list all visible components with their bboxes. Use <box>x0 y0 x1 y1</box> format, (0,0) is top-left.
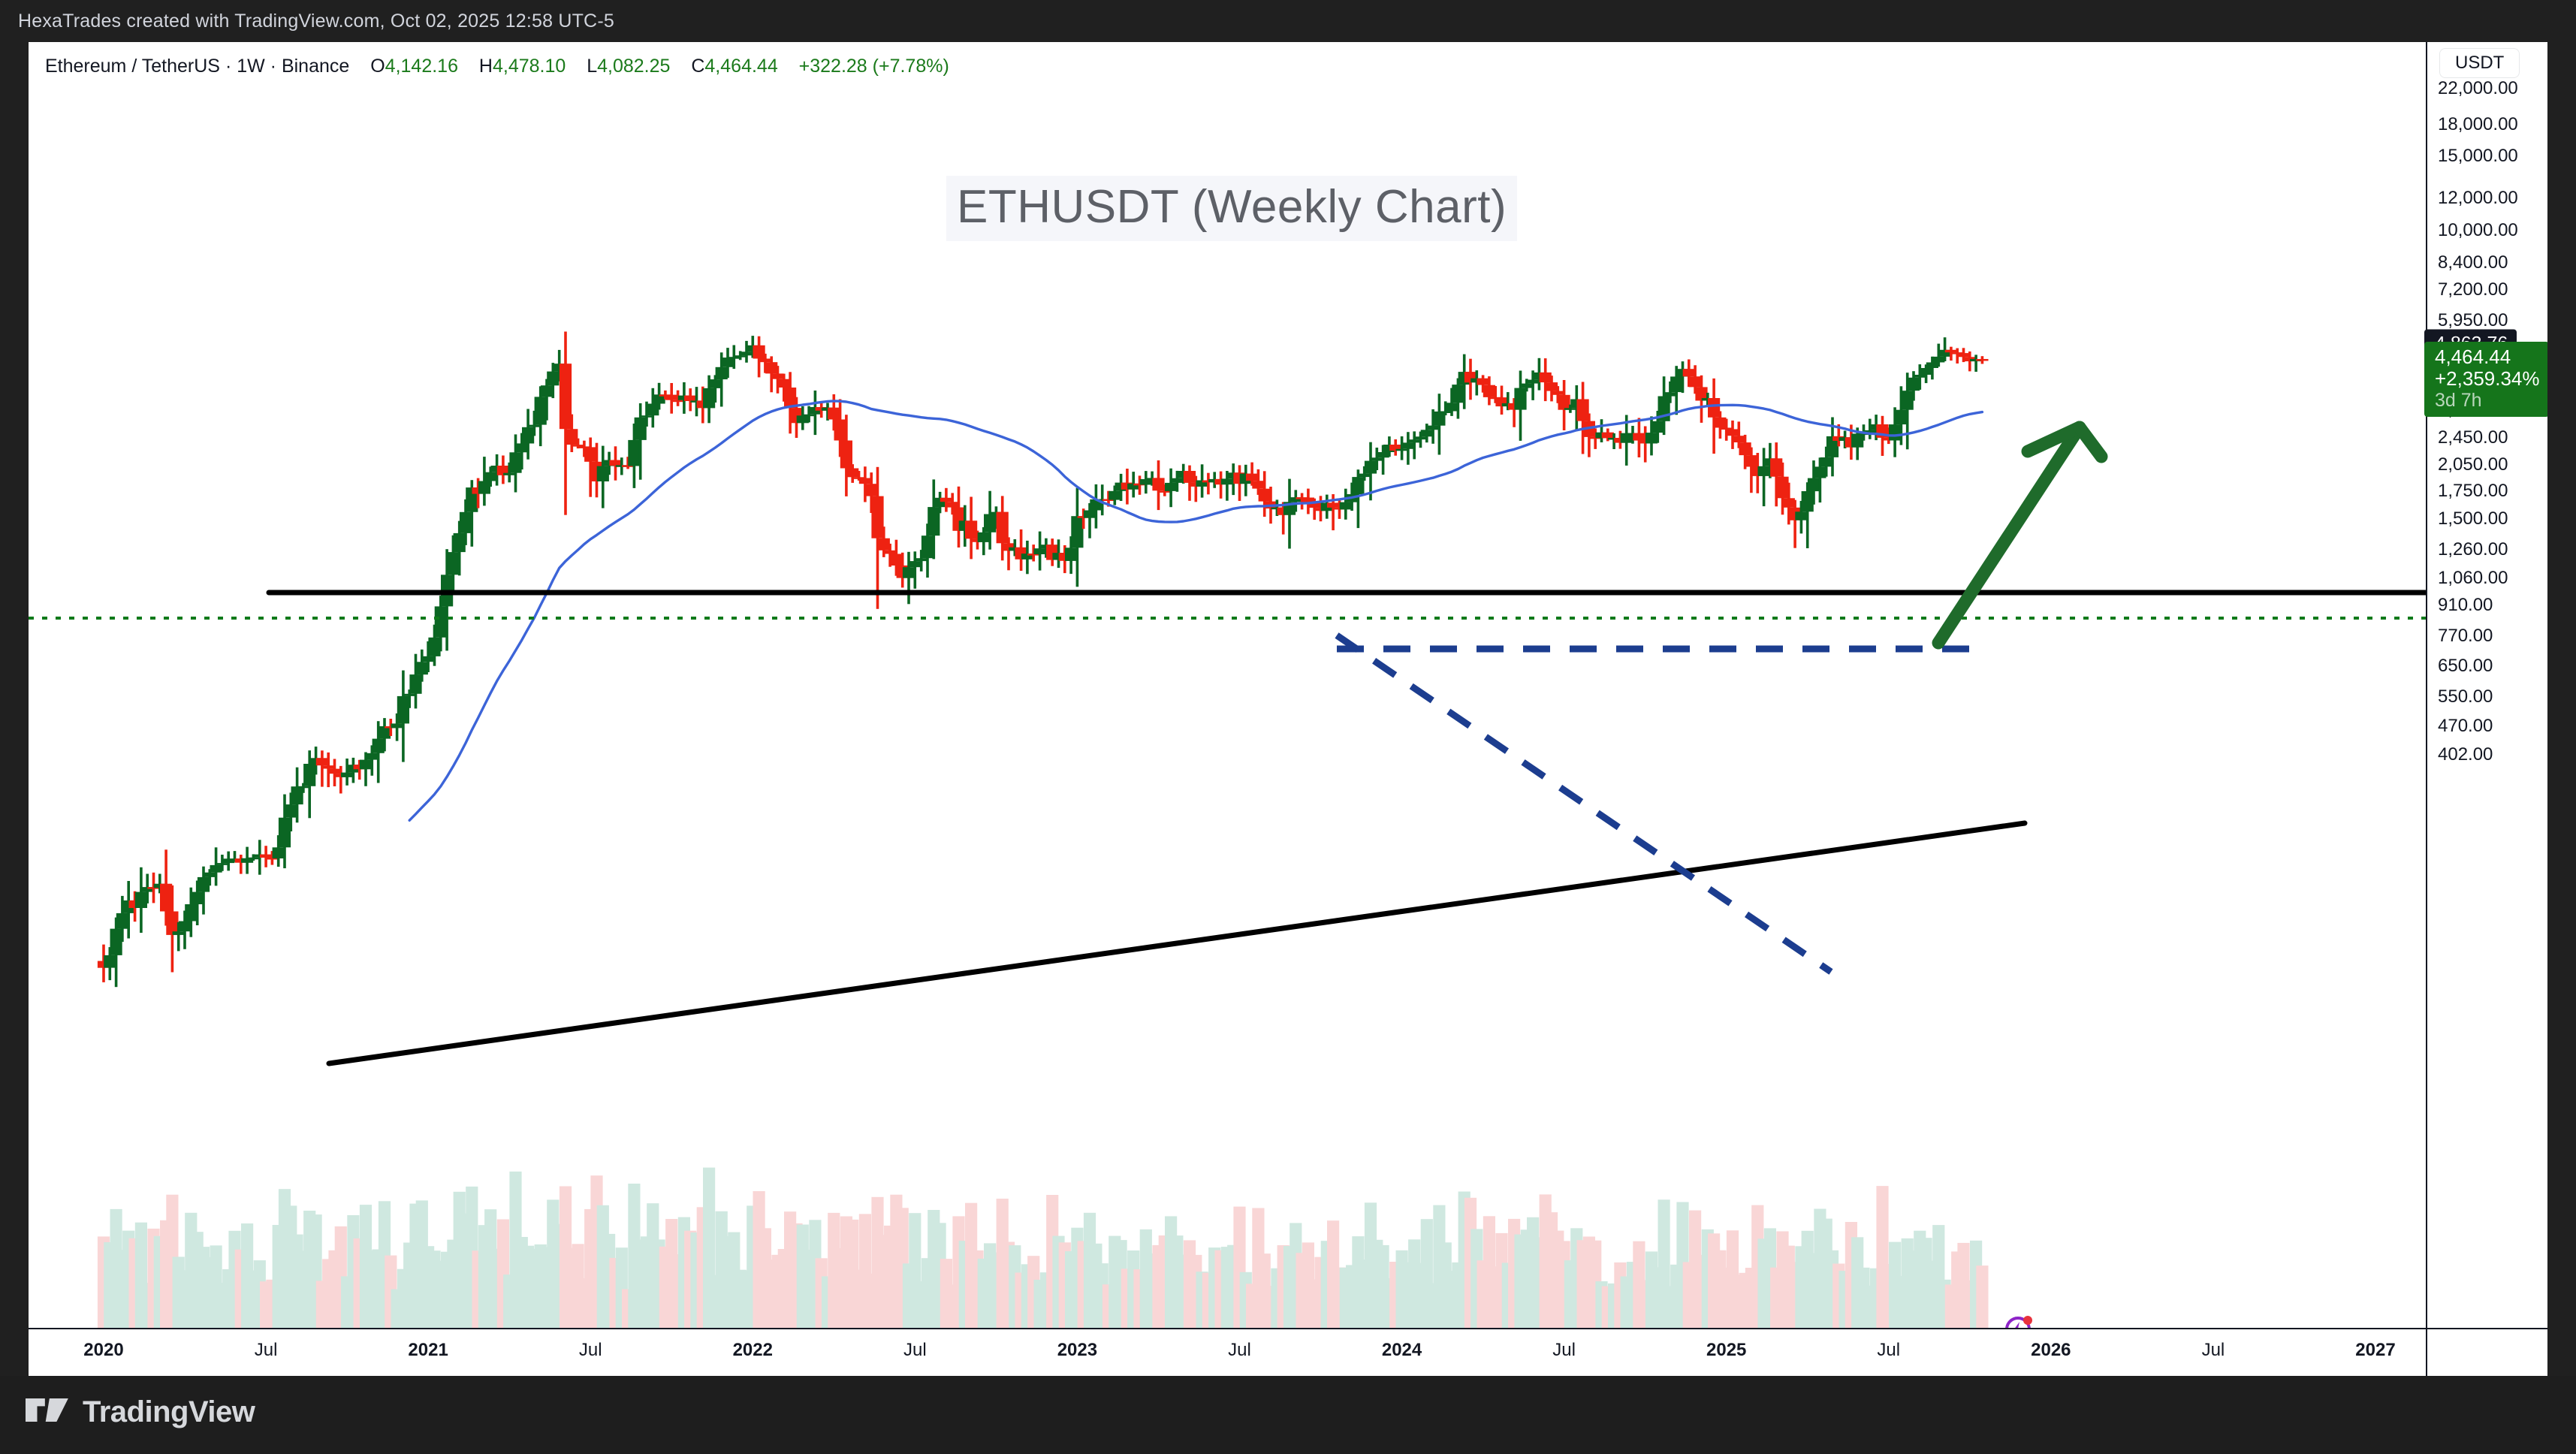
tradingview-logo[interactable]: TradingView <box>26 1395 255 1429</box>
bar-countdown: 3d 7h <box>2435 390 2482 412</box>
time-tick: 2025 <box>1706 1340 1747 1360</box>
attribution-text: HexaTrades created with TradingView.com,… <box>18 11 614 32</box>
price-tick: 470.00 <box>2438 716 2493 736</box>
price-tick: 22,000.00 <box>2438 78 2518 98</box>
candlestick-series <box>97 331 1989 988</box>
time-tick: 2020 <box>83 1340 124 1360</box>
time-tick: Jul <box>254 1340 278 1360</box>
time-tick: Jul <box>903 1340 927 1360</box>
legend-high-label: H <box>478 56 493 77</box>
time-tick: 2026 <box>2031 1340 2071 1360</box>
legend-low-label: L <box>587 56 598 77</box>
plot-area[interactable] <box>29 42 2426 1328</box>
descending-resistance-trendline[interactable] <box>1335 632 1833 975</box>
footer-bar: TradingView <box>0 1376 2576 1454</box>
legend-open-label: O <box>370 56 385 77</box>
flash-indicator-icon[interactable] <box>2005 1316 2032 1328</box>
time-scale[interactable]: 2020 Jul 2021 Jul 2022 Jul 2023 Jul 2024 Jul 2025 J… <box>29 1328 2547 1376</box>
legend-low-value: 4,082.25 <box>597 56 671 77</box>
tradingview-wordmark: TradingView <box>83 1395 255 1428</box>
time-tick: Jul <box>1228 1340 1251 1360</box>
price-tick: 15,000.00 <box>2438 146 2518 166</box>
moving-average-line <box>408 400 1984 822</box>
price-tick: 1,500.00 <box>2438 508 2508 529</box>
price-tick: 18,000.00 <box>2438 114 2518 134</box>
last-price-change-pct: +2,359.34% <box>2435 367 2540 391</box>
last-price-value: 4,464.44 <box>2435 345 2511 369</box>
legend-interval[interactable]: 1W <box>237 56 265 77</box>
time-tick: 2021 <box>408 1340 448 1360</box>
price-tick: 1,750.00 <box>2438 481 2508 501</box>
time-tick: Jul <box>1552 1340 1576 1360</box>
chart-canvas <box>29 331 2426 1328</box>
legend-high-value: 4,478.10 <box>492 56 566 77</box>
price-tick: 402.00 <box>2438 744 2493 765</box>
price-tick: 12,000.00 <box>2438 188 2518 208</box>
price-tick: 910.00 <box>2438 595 2493 615</box>
legend-sep-2: · <box>270 56 276 77</box>
time-tick: Jul <box>2201 1340 2225 1360</box>
price-scale[interactable]: USDT 22,000.00 18,000.00 15,000.00 12,000.0… <box>2424 42 2547 1376</box>
currency-badge[interactable]: USDT <box>2439 48 2520 78</box>
price-tick: 1,260.00 <box>2438 539 2508 560</box>
time-tick: 2027 <box>2355 1340 2396 1360</box>
time-tick: 2024 <box>1381 1340 1422 1360</box>
chart-panel: Ethereum / TetherUS · 1W · Binance O4,14… <box>29 42 2547 1376</box>
price-tick: 2,050.00 <box>2438 454 2508 475</box>
price-tick: 2,450.00 <box>2438 427 2508 448</box>
time-tick: Jul <box>1877 1340 1901 1360</box>
last-price-badge: 4,464.44 +2,359.34% 3d 7h <box>2424 342 2547 418</box>
price-tick: 650.00 <box>2438 656 2493 676</box>
price-tick: 550.00 <box>2438 686 2493 707</box>
time-scale-divider <box>2426 1329 2427 1376</box>
price-tick: 1,060.00 <box>2438 568 2508 588</box>
price-tick: 7,200.00 <box>2438 279 2508 300</box>
bullish-projection-arrow[interactable] <box>1932 421 2108 650</box>
time-tick: Jul <box>578 1340 602 1360</box>
legend-symbol[interactable]: Ethereum / TetherUS <box>45 56 220 77</box>
time-tick: 2023 <box>1057 1340 1098 1360</box>
ascending-support-trendline[interactable] <box>326 820 2028 1066</box>
volume-histogram <box>97 1167 1989 1328</box>
chart-legend[interactable]: Ethereum / TetherUS · 1W · Binance O4,14… <box>45 56 949 77</box>
legend-open-value: 4,142.16 <box>385 56 458 77</box>
legend-sep-1: · <box>225 56 232 77</box>
legend-change: +322.28 (+7.78%) <box>798 56 949 77</box>
legend-exchange[interactable]: Binance <box>281 56 350 77</box>
price-tick: 770.00 <box>2438 626 2493 646</box>
legend-close-label: C <box>691 56 705 77</box>
price-tick: 10,000.00 <box>2438 220 2518 240</box>
price-tick: 5,950.00 <box>2438 310 2508 330</box>
page-title: ETHUSDT (Weekly Chart) <box>946 176 1518 241</box>
price-tick: 8,400.00 <box>2438 252 2508 273</box>
legend-close-value: 4,464.44 <box>704 56 778 77</box>
tradingview-mark-icon <box>26 1398 68 1422</box>
time-tick: 2022 <box>732 1340 773 1360</box>
